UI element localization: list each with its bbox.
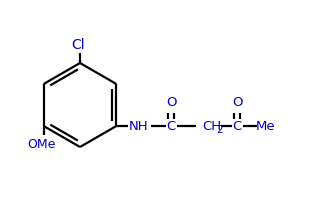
Text: C: C — [233, 120, 242, 133]
Text: 2: 2 — [216, 125, 223, 135]
Text: Cl: Cl — [71, 38, 85, 52]
Text: OMe: OMe — [27, 138, 56, 150]
Text: Me: Me — [256, 120, 275, 133]
Text: O: O — [232, 97, 243, 109]
Text: O: O — [166, 97, 177, 109]
Text: C: C — [167, 120, 176, 133]
Text: NH: NH — [129, 120, 148, 133]
Text: CH: CH — [202, 120, 221, 133]
